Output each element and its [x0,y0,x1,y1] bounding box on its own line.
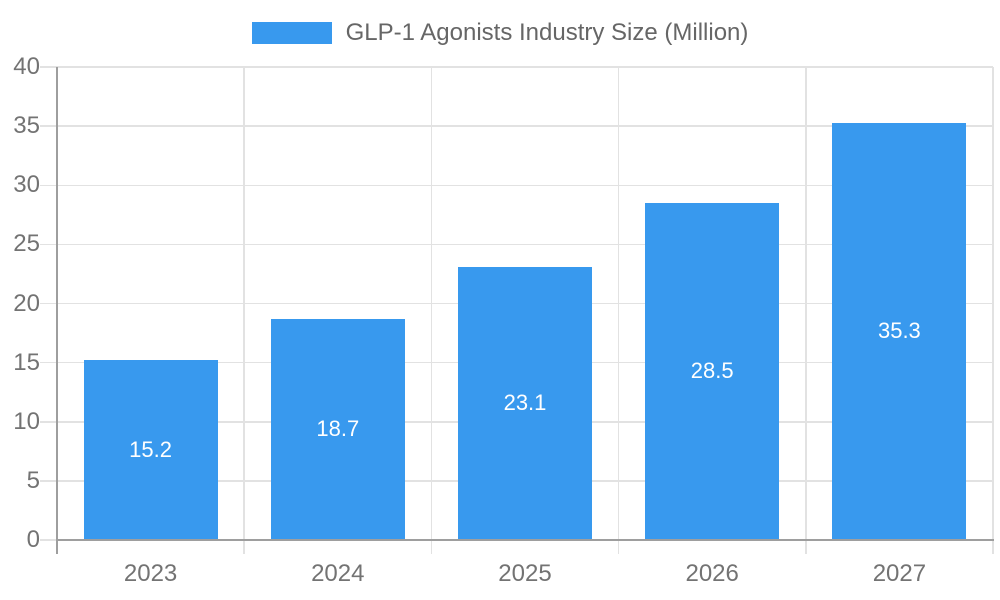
x-gridline [243,67,245,554]
x-axis-line [56,539,994,541]
y-tick-mark [40,243,57,246]
y-axis-line [56,67,58,554]
y-tick-label: 20 [13,289,40,317]
x-tick-label: 2024 [311,560,365,587]
bar-2024[interactable] [270,318,405,540]
x-gridline [617,67,620,554]
x-gridline [992,67,994,554]
y-tick-mark [40,539,57,541]
y-gridline [57,243,993,246]
x-gridline [805,67,807,554]
y-tick-mark [40,480,57,482]
bar-2027[interactable] [832,122,967,540]
y-tick-label: 30 [13,171,40,199]
x-tick-label: 2023 [123,560,178,587]
y-tick-label: 10 [13,407,40,435]
y-tick-mark [40,302,57,305]
legend-label: GLP-1 Agonists Industry Size (Million) [345,19,749,46]
y-tick-label: 15 [13,348,40,376]
x-gridline [430,67,433,554]
y-tick-label: 5 [26,466,40,494]
x-tick-label: 2026 [685,560,739,587]
y-tick-label: 40 [13,53,40,80]
legend-swatch [251,22,332,44]
y-tick-label: 35 [13,112,40,140]
x-tick-label: 2025 [498,560,552,587]
legend-item[interactable]: GLP-1 Agonists Industry Size (Million) [0,20,1000,46]
y-tick-mark [40,421,57,423]
y-tick-mark [40,361,57,364]
y-tick-label: 25 [13,230,40,258]
y-tick-mark [40,125,57,127]
x-tick-label: 2027 [872,560,927,587]
y-gridline [57,66,993,68]
bar-2025[interactable] [458,266,592,540]
y-tick-mark [40,184,57,186]
y-gridline [57,184,993,186]
y-tick-mark [40,66,57,68]
y-tick-label: 0 [26,526,40,553]
bar-2023[interactable] [83,360,218,540]
y-gridline [57,125,993,127]
bar-2026[interactable] [645,202,780,540]
